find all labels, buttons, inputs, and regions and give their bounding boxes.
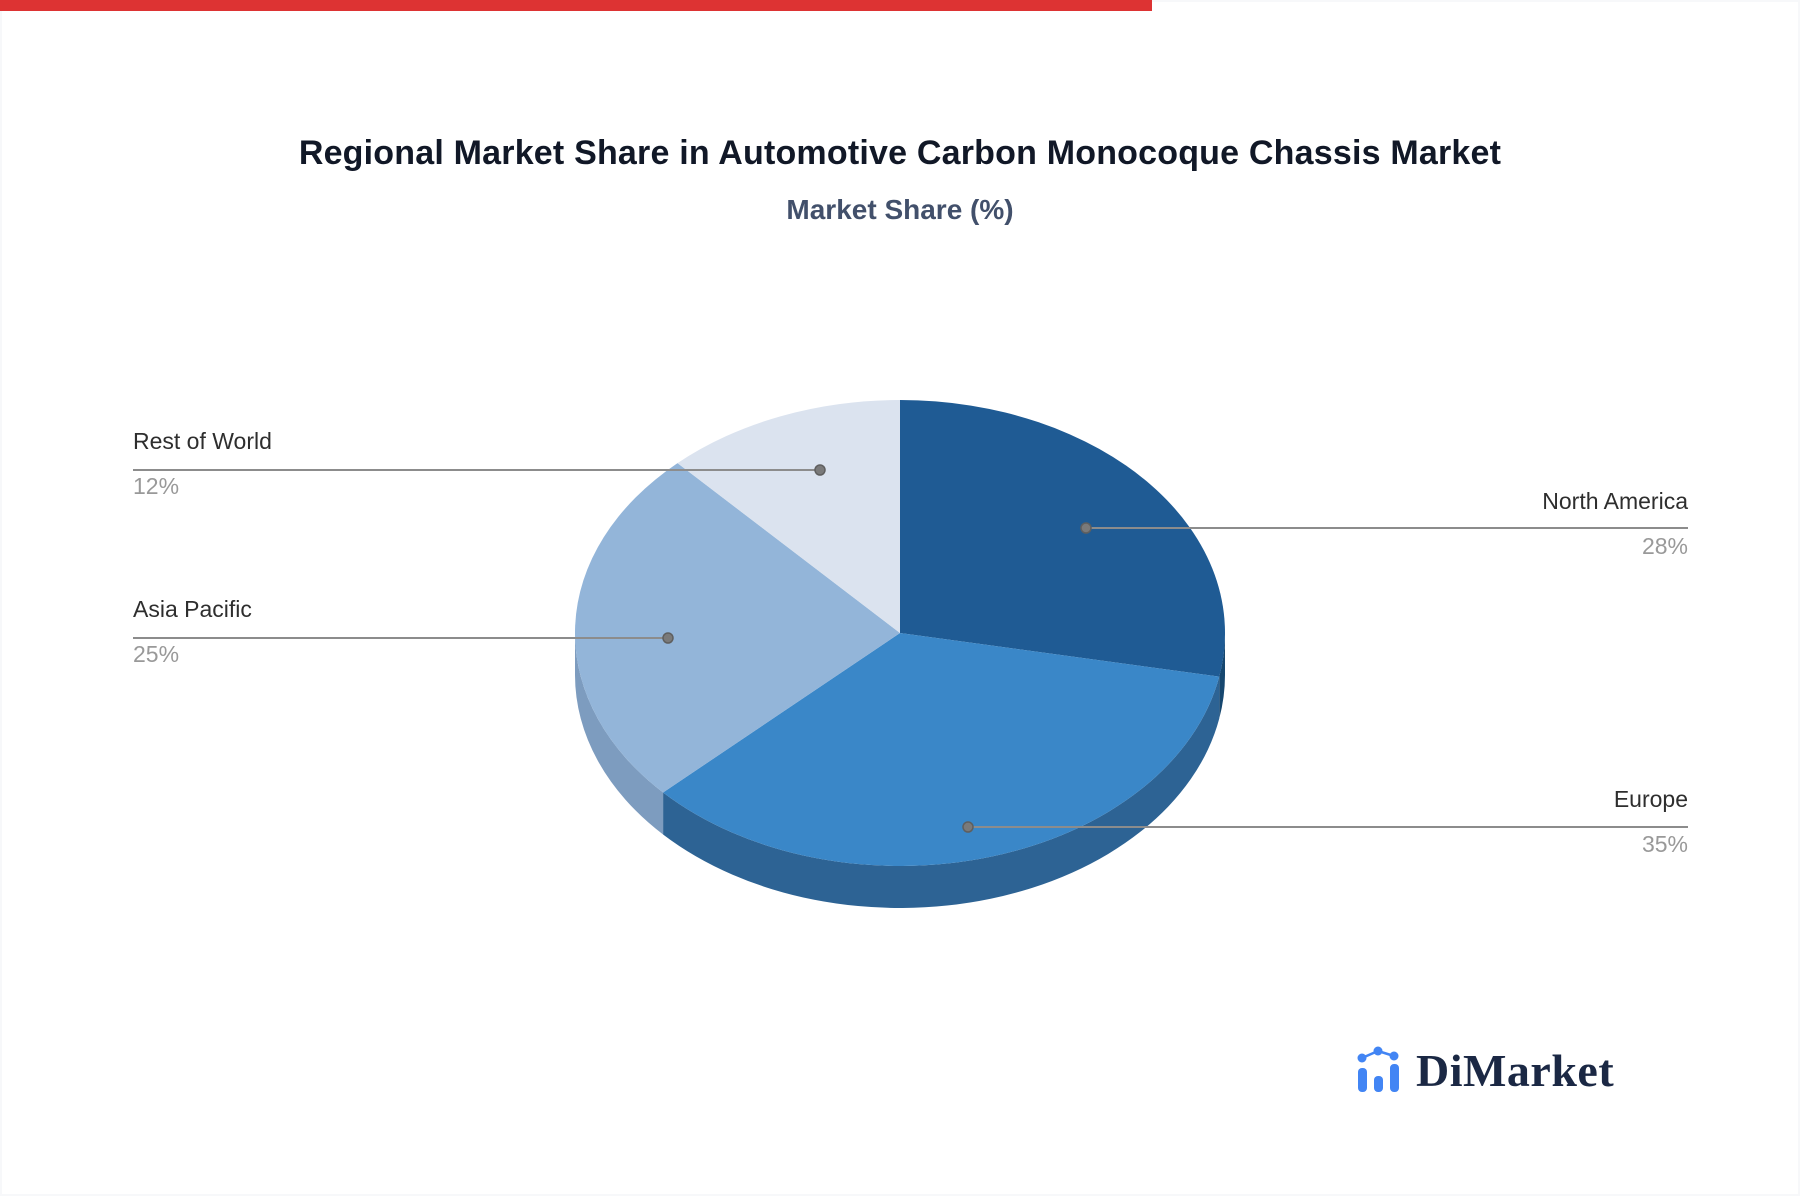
- callout-value: 25%: [133, 641, 180, 668]
- pie-slice-rest-of-world[interactable]: [677, 400, 900, 633]
- pie-slice-north-america[interactable]: [900, 400, 1226, 677]
- callout-label: Europe: [1613, 786, 1688, 812]
- callout-europe: Europe 35%: [1614, 786, 1688, 858]
- chart-subtitle: Market Share (%): [786, 194, 1014, 225]
- callout-rest-of-world: Rest of World 12%: [133, 428, 272, 500]
- logo-text: DiMarket: [1416, 1044, 1615, 1096]
- callout-label: North America: [1542, 488, 1688, 514]
- callout-value: 35%: [1641, 831, 1688, 858]
- callout-asia-pacific: Asia Pacific 25%: [133, 596, 252, 668]
- callout-value: 28%: [1641, 533, 1688, 560]
- chart-title: Regional Market Share in Automotive Carb…: [298, 134, 1502, 172]
- pie-slice-side-europe: [663, 676, 1220, 909]
- callout-value: 12%: [133, 473, 180, 500]
- pie-slice-side-asia-pacific: [575, 633, 664, 835]
- callout-north-america: North America 28%: [1542, 488, 1688, 560]
- callout-label: Rest of World: [133, 428, 272, 454]
- leader-dot-europe: [962, 821, 974, 833]
- dimarket-logo: DiMarket: [1356, 1040, 1656, 1100]
- bar-chart-logo-icon: [1357, 1046, 1399, 1092]
- screen-capture-red-bar: [0, 0, 1152, 11]
- pie-slice-side-north-america: [1219, 633, 1225, 719]
- leader-dot-north-america: [1080, 522, 1092, 534]
- leader-dot-asia-pacific: [662, 632, 674, 644]
- callout-label: Asia Pacific: [133, 596, 252, 622]
- leader-dot-rest-of-world: [814, 464, 826, 476]
- pie-slice-europe[interactable]: [663, 633, 1220, 866]
- pie-slice-asia-pacific[interactable]: [575, 463, 900, 793]
